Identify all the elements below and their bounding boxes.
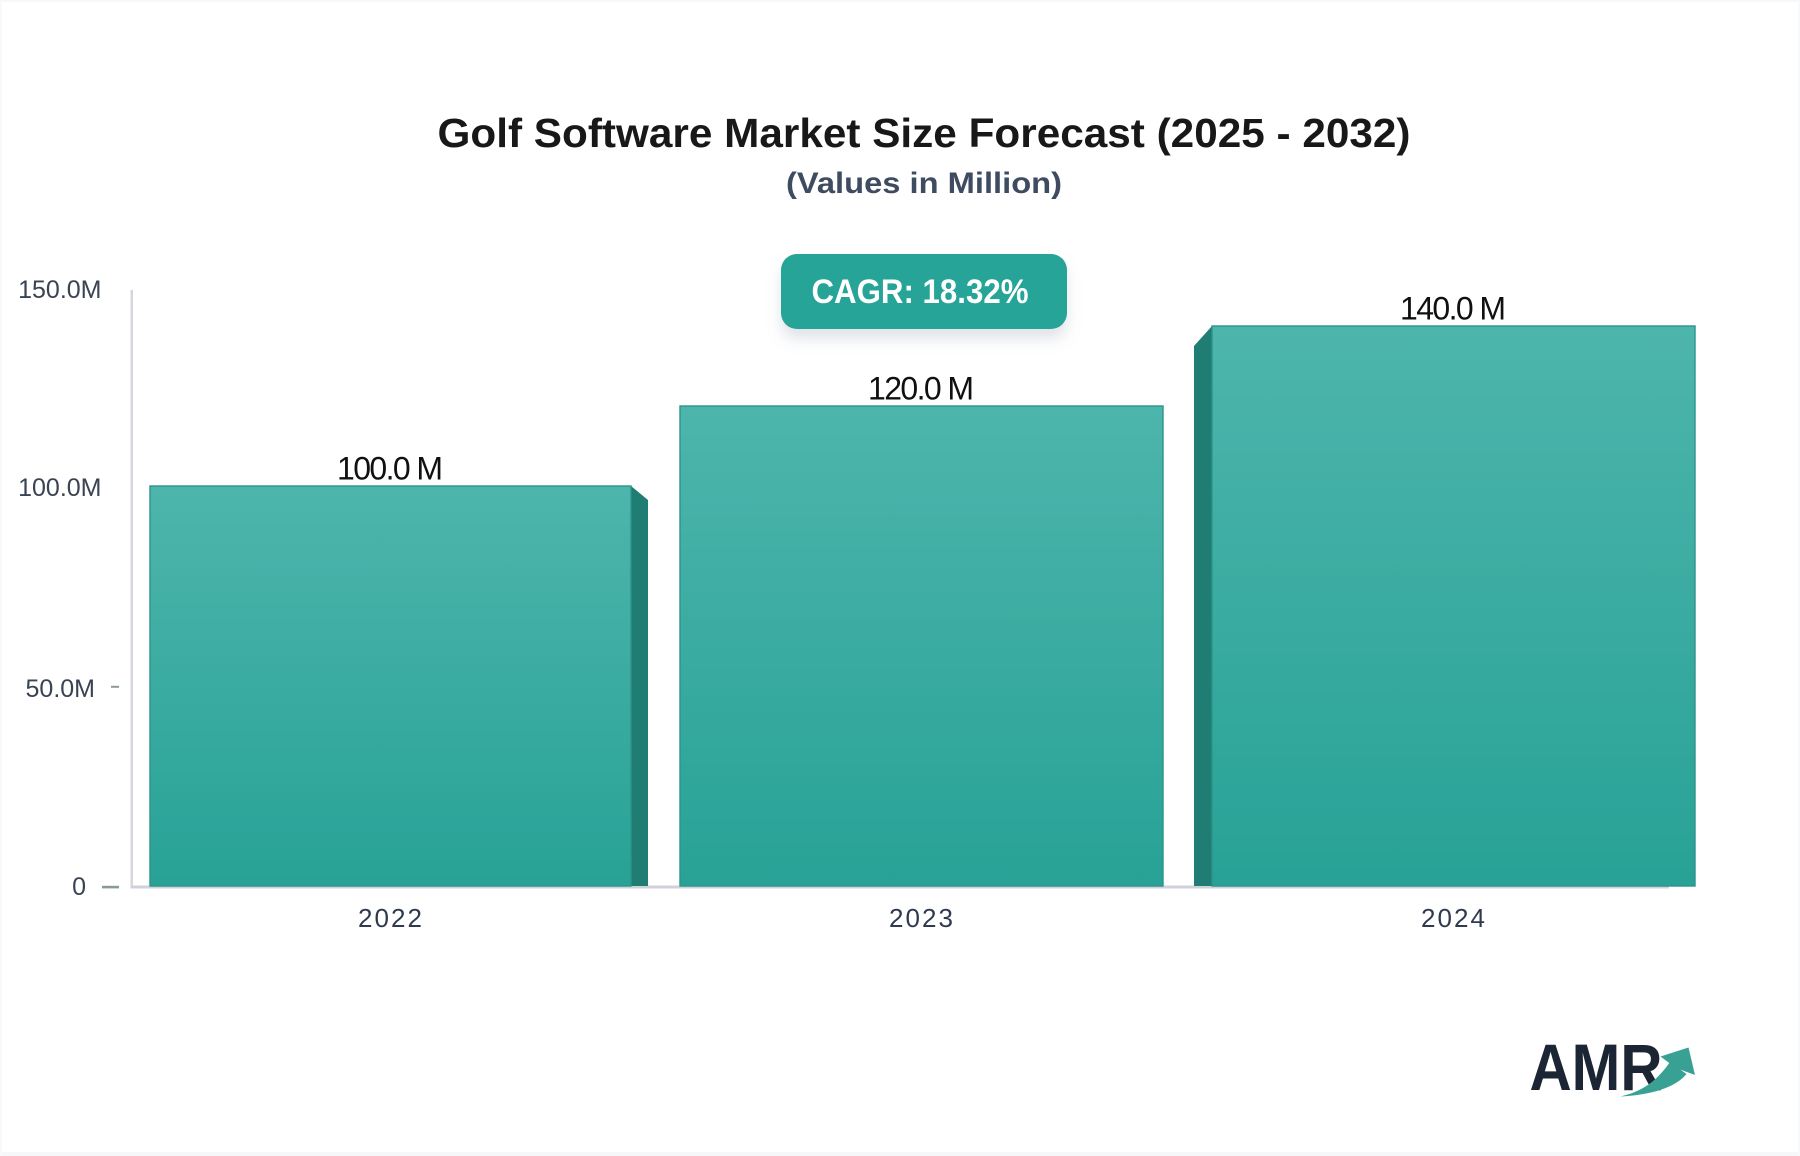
svg-text:50.0M: 50.0M: [26, 675, 95, 703]
svg-text:140.0 M: 140.0 M: [1400, 291, 1506, 327]
svg-text:100.0M: 100.0M: [18, 474, 101, 502]
svg-text:CAGR: 18.32%: CAGR: 18.32%: [812, 273, 1029, 311]
svg-text:100.0 M: 100.0 M: [337, 451, 443, 487]
svg-text:120.0 M: 120.0 M: [868, 371, 974, 407]
svg-text:0: 0: [72, 873, 86, 901]
svg-text:(Values in Million): (Values in Million): [786, 167, 1062, 200]
svg-text:150.0M: 150.0M: [18, 276, 101, 304]
svg-text:Golf Software Market Size Fore: Golf Software Market Size Forecast (2025…: [438, 110, 1411, 156]
